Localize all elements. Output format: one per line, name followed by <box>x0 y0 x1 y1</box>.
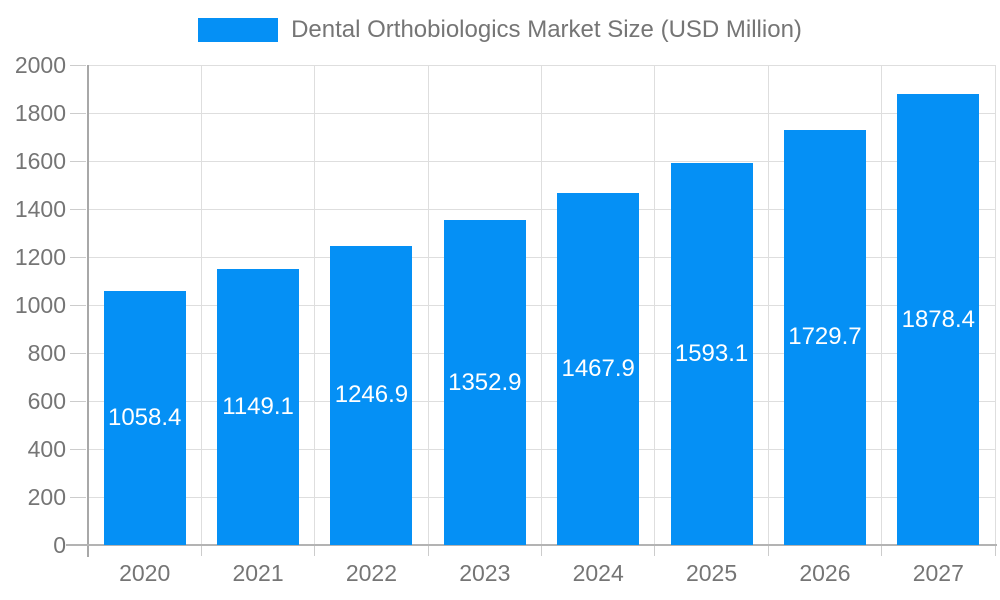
x-axis-tick <box>994 545 996 556</box>
y-axis-tick <box>70 208 86 210</box>
v-gridline <box>654 65 656 545</box>
x-axis-label-2025: 2025 <box>685 560 738 586</box>
bar-value-label: 1878.4 <box>901 305 976 333</box>
bar-2021[interactable]: 1149.1 <box>217 269 300 545</box>
chart-title: Dental Orthobiologics Market Size (USD M… <box>291 16 802 43</box>
x-axis-tick <box>654 545 656 556</box>
v-gridline <box>427 65 429 545</box>
bar-value-label: 1246.9 <box>334 381 409 409</box>
x-axis-label-2023: 2023 <box>459 560 511 586</box>
bar-2020[interactable]: 1058.4 <box>103 290 186 545</box>
x-axis-tick <box>314 545 316 556</box>
v-gridline <box>314 65 316 545</box>
v-gridline <box>994 65 996 545</box>
bar-value-label: 1149.1 <box>222 393 294 421</box>
bar-value-label: 1729.7 <box>788 323 862 351</box>
y-axis-label: 1000 <box>14 292 66 318</box>
bar-value-label: 1352.9 <box>448 368 522 396</box>
y-axis-label: 400 <box>27 436 66 462</box>
x-axis-line <box>66 543 997 546</box>
y-axis-label: 600 <box>27 388 66 414</box>
x-axis-label-2022: 2022 <box>345 560 398 586</box>
y-axis-label: 0 <box>53 532 66 558</box>
bar-2025[interactable]: 1593.1 <box>670 162 753 545</box>
y-axis-tick <box>70 256 86 258</box>
bar-2022[interactable]: 1246.9 <box>330 245 413 545</box>
x-axis-tick <box>200 545 202 556</box>
bar-2026[interactable]: 1729.7 <box>783 129 866 545</box>
y-axis-label: 2000 <box>14 52 66 78</box>
bar-2024[interactable]: 1467.9 <box>557 192 640 545</box>
y-axis-tick <box>70 112 86 114</box>
x-axis-tick <box>541 545 542 556</box>
x-axis-label-2024: 2024 <box>572 560 624 586</box>
v-gridline <box>767 65 769 545</box>
y-axis-tick <box>70 160 86 162</box>
y-axis-tick <box>70 496 86 498</box>
y-axis-tick <box>70 64 86 66</box>
x-axis-label-2020: 2020 <box>119 560 171 586</box>
y-axis-label: 1200 <box>14 244 66 270</box>
v-gridline <box>200 65 202 545</box>
y-axis-line <box>86 65 89 557</box>
bar-value-label: 1467.9 <box>561 354 635 382</box>
bar-2023[interactable]: 1352.9 <box>443 220 526 545</box>
y-axis-tick <box>70 352 86 354</box>
x-axis-label-2026: 2026 <box>799 560 851 586</box>
x-axis-label-2021: 2021 <box>232 560 284 586</box>
bar-value-label: 1058.4 <box>107 403 182 431</box>
x-axis-label-2027: 2027 <box>912 560 964 586</box>
x-axis-tick <box>767 545 769 556</box>
legend: Dental Orthobiologics Market Size (USD M… <box>0 16 1000 44</box>
x-axis-tick <box>427 545 429 556</box>
y-axis-label: 1400 <box>14 196 66 222</box>
bar-2027[interactable]: 1878.4 <box>897 94 980 545</box>
legend-swatch[interactable] <box>198 18 279 42</box>
v-gridline <box>541 65 542 545</box>
y-axis-label: 800 <box>27 340 66 366</box>
v-gridline <box>881 65 883 545</box>
y-axis-tick <box>70 400 86 402</box>
bar-value-label: 1593.1 <box>674 339 749 367</box>
y-axis-tick <box>70 448 86 450</box>
y-axis-label: 1600 <box>14 148 66 174</box>
x-axis-tick <box>881 545 883 556</box>
y-axis-label: 200 <box>27 484 66 510</box>
y-axis-label: 1800 <box>14 100 66 126</box>
y-axis-tick <box>70 304 86 306</box>
